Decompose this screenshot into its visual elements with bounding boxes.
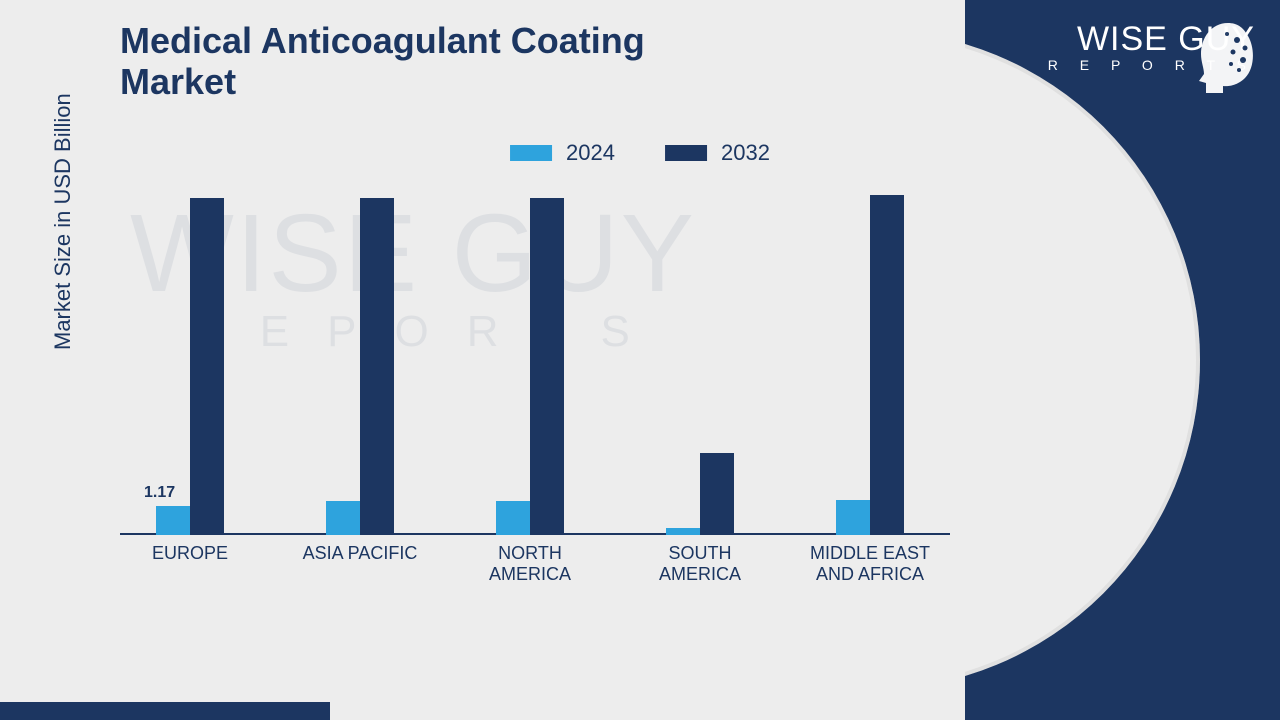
bar <box>666 528 700 536</box>
value-label: 1.17 <box>144 484 175 502</box>
x-axis-labels: EUROPE ASIA PACIFIC NORTH AMERICA SOUTH AME… <box>120 537 950 687</box>
bar-group <box>490 198 570 536</box>
bar-group <box>830 195 910 535</box>
bar <box>700 453 734 536</box>
bar <box>156 506 190 535</box>
bar <box>190 198 224 536</box>
legend-swatch-2024 <box>510 145 552 161</box>
logo: WISE GUY R E P O R T S <box>1048 20 1255 73</box>
bar <box>870 195 904 535</box>
legend-label-2032: 2032 <box>721 140 770 166</box>
legend-swatch-2032 <box>665 145 707 161</box>
x-axis-tick-label: SOUTH AMERICA <box>630 543 770 584</box>
bottom-accent-bar <box>0 702 330 720</box>
bar <box>530 198 564 536</box>
x-axis-tick-label: MIDDLE EAST AND AFRICA <box>800 543 940 584</box>
bar <box>326 501 360 535</box>
bar <box>836 500 870 535</box>
x-axis-tick-label: ASIA PACIFIC <box>290 543 430 564</box>
bar <box>496 501 530 535</box>
bar-group <box>660 453 740 536</box>
plot-area: 1.17 <box>120 185 950 535</box>
bar-group <box>320 198 400 536</box>
x-axis-tick-label: EUROPE <box>120 543 260 564</box>
y-axis-label: Market Size in USD Billion <box>50 93 76 350</box>
legend-item-2024: 2024 <box>510 140 615 166</box>
head-icon <box>1193 18 1263 98</box>
legend-item-2032: 2032 <box>665 140 770 166</box>
bar-group: 1.17 <box>150 198 230 536</box>
legend: 2024 2032 <box>510 140 770 166</box>
bar <box>360 198 394 536</box>
page-title: Medical Anticoagulant Coating Market <box>120 20 680 103</box>
x-axis-tick-label: NORTH AMERICA <box>460 543 600 584</box>
legend-label-2024: 2024 <box>566 140 615 166</box>
